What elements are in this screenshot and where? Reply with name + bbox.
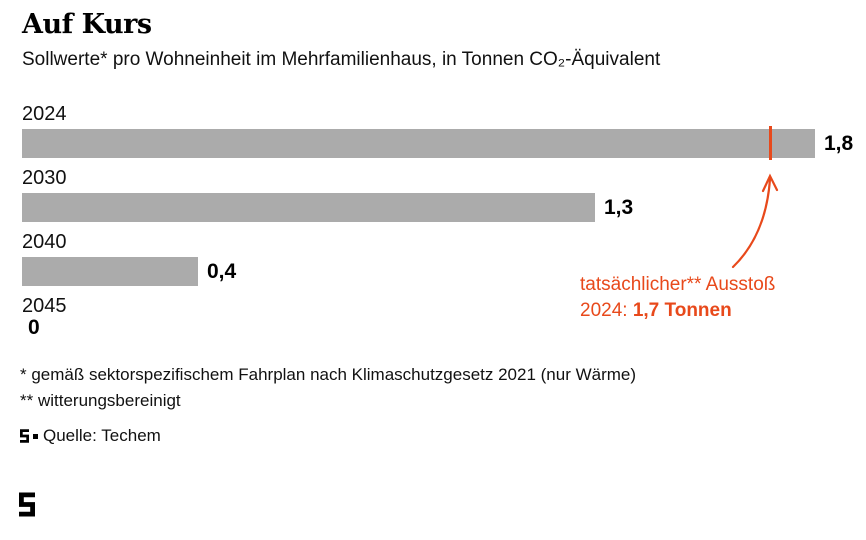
bar-2040 <box>22 257 198 286</box>
source-row: Quelle: Techem <box>20 426 161 446</box>
bar-2030 <box>22 193 595 222</box>
source-label: Quelle: Techem <box>43 426 161 445</box>
bar-category-label: 2024 <box>22 103 67 125</box>
bar-value-label: 1,3 <box>604 196 634 219</box>
footnote-1: * gemäß sektorspezifischem Fahrplan nach… <box>20 365 637 384</box>
spiegel-s-icon <box>20 429 29 443</box>
chart-title: Auf Kurs <box>22 9 152 40</box>
bar-category-label: 2045 <box>22 295 67 317</box>
footnote-2: ** witterungsbereinigt <box>20 391 181 410</box>
spiegel-logo-icon <box>19 492 35 517</box>
bar-value-label: 0,4 <box>207 260 237 283</box>
bar-category-label: 2030 <box>22 167 67 189</box>
bar-value-label: 1,8 <box>824 132 854 155</box>
chart-subtitle: Sollwerte* pro Wohneinheit im Mehrfamili… <box>22 49 661 70</box>
annotation-actual-emissions: tatsächlicher** Ausstoß 2024: 1,7 Tonnen <box>580 272 775 324</box>
square-bullet-icon <box>33 433 38 439</box>
bar-category-label: 2040 <box>22 231 67 253</box>
annotation-arrow-icon <box>731 173 779 269</box>
actual-emissions-marker <box>769 126 772 160</box>
bar-value-label: 0 <box>28 316 40 339</box>
annotation-line1: tatsächlicher** Ausstoß <box>580 274 776 295</box>
annotation-line2: 2024: 1,7 Tonnen <box>580 300 732 321</box>
bar-2024 <box>22 129 815 158</box>
